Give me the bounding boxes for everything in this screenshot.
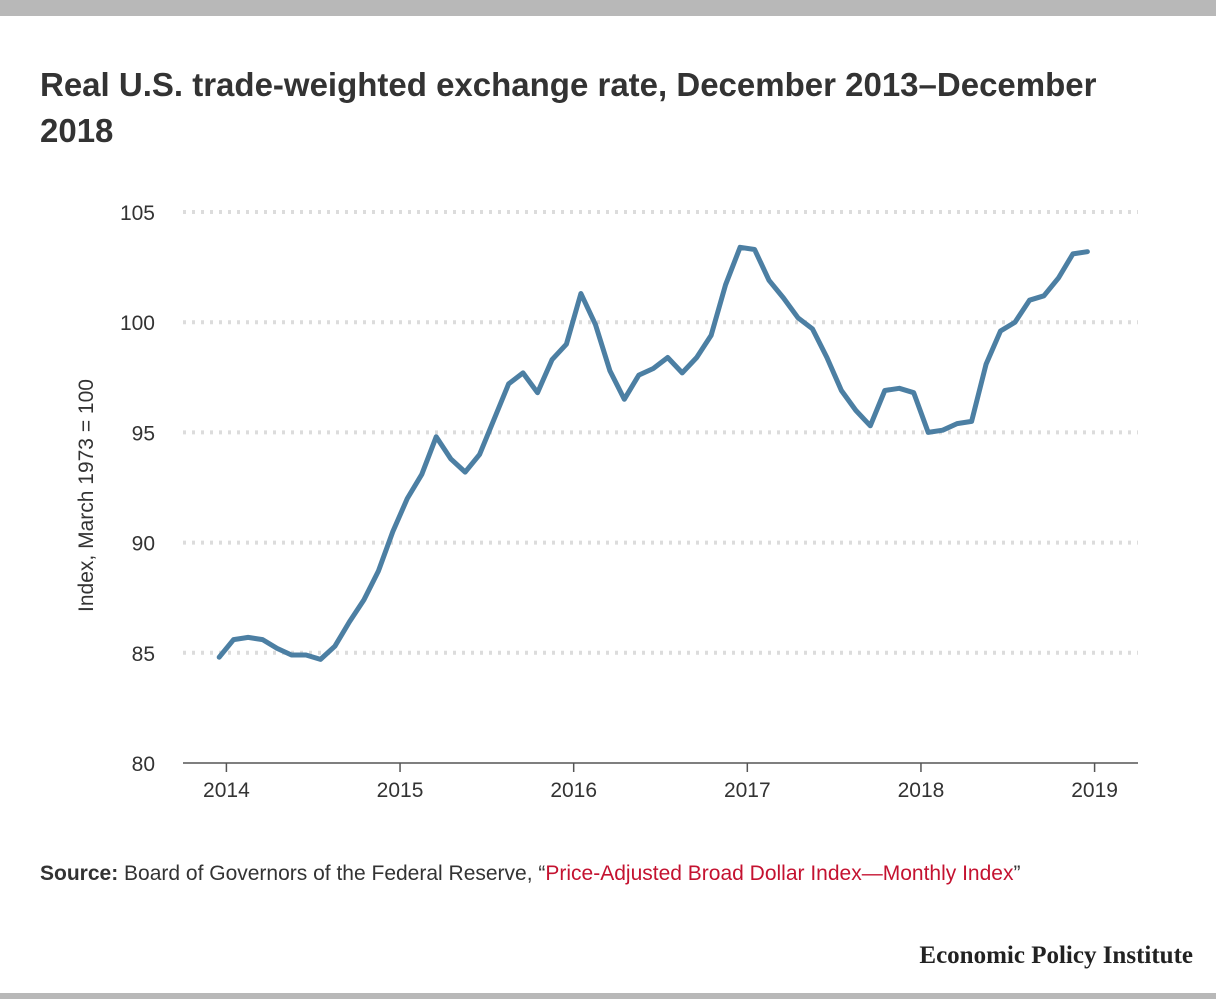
y-axis-label: Index, March 1973 = 100 [75, 379, 98, 612]
y-axis: 80 85 90 95 100 105 [120, 202, 155, 776]
x-tick-label: 2014 [203, 779, 250, 802]
x-tick-label: 2019 [1071, 779, 1118, 802]
source-end: ” [1013, 862, 1021, 885]
source-text: Board of Governors of the Federal Reserv… [118, 862, 546, 885]
bottom-border-bar [0, 993, 1216, 999]
x-tick-label: 2015 [377, 779, 424, 802]
chart-title: Real U.S. trade-weighted exchange rate, … [40, 66, 1097, 149]
x-tick-label: 2017 [724, 779, 771, 802]
source-note: Source: Board of Governors of the Federa… [40, 859, 1150, 889]
series-line-real-broad-dollar-index [216, 244, 1090, 662]
gridlines [183, 210, 1138, 655]
x-tick-label: 2016 [550, 779, 597, 802]
source-link[interactable]: Price-Adjusted Broad Dollar Index—Monthl… [545, 862, 1014, 885]
y-tick-label: 85 [132, 643, 155, 666]
epi-logo: Economic Policy Institute [919, 942, 1193, 969]
top-border-bar [0, 0, 1216, 16]
x-axis: 2014 2015 2016 2017 2018 2019 [203, 763, 1118, 802]
x-tick-label: 2018 [898, 779, 945, 802]
source-label: Source: [40, 862, 119, 885]
y-tick-label: 105 [120, 202, 155, 225]
y-tick-label: 90 [132, 533, 155, 556]
y-tick-label: 80 [132, 753, 155, 776]
y-tick-label: 95 [132, 422, 155, 445]
y-tick-label: 100 [120, 312, 155, 335]
